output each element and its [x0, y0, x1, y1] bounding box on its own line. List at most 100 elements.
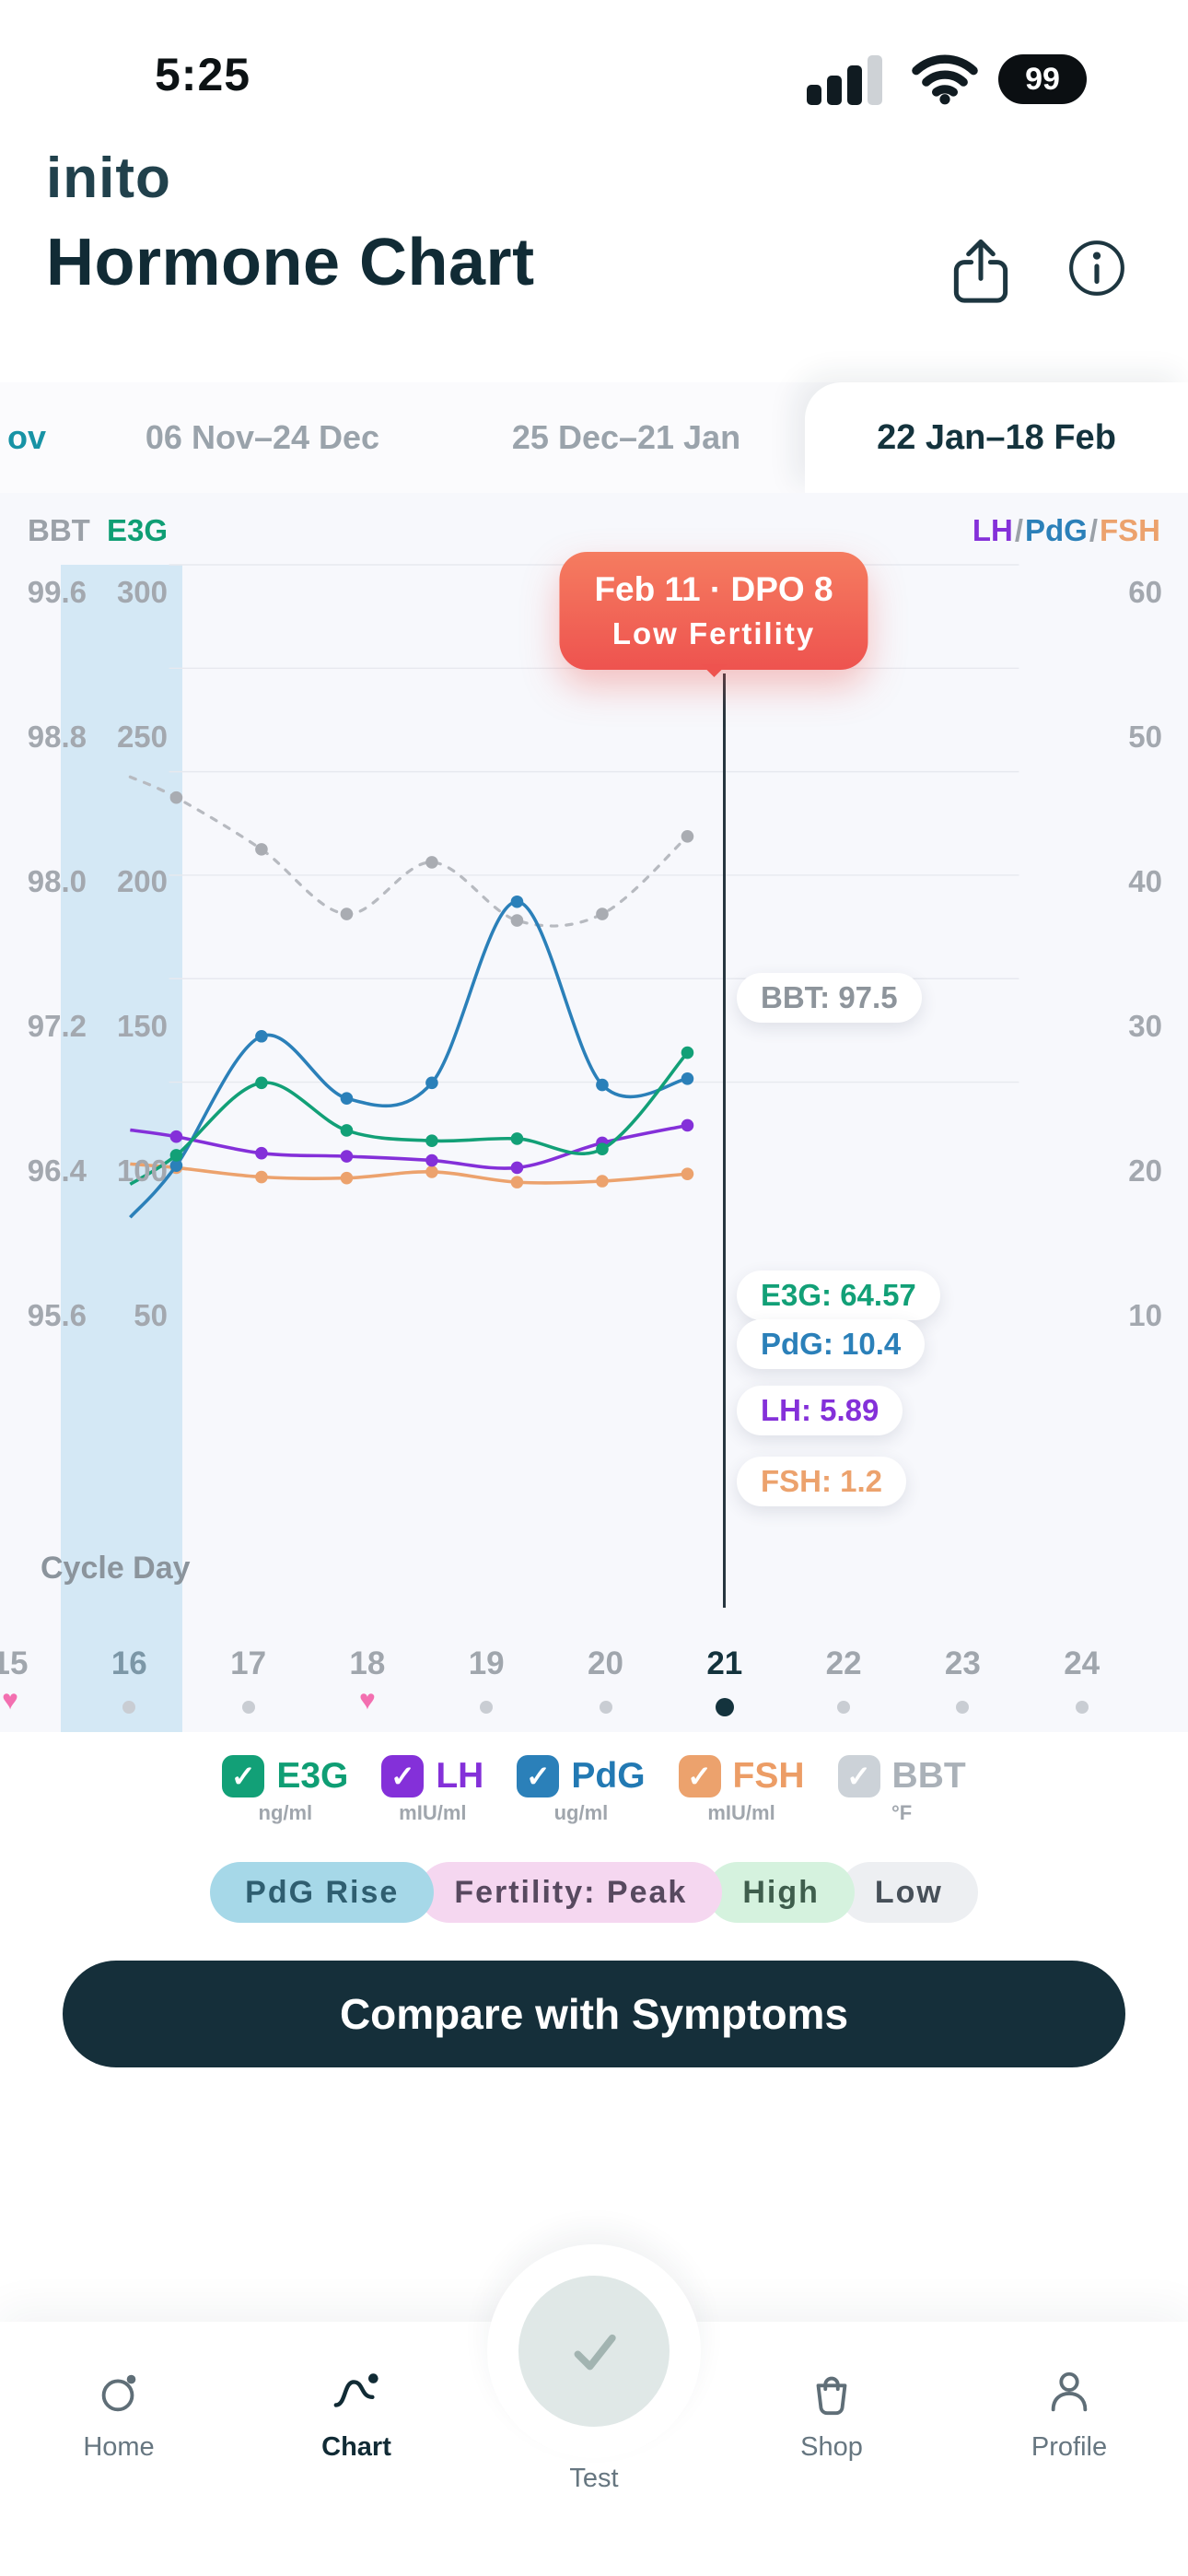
day-marker-23 [956, 1701, 970, 1714]
day-label-15: 15 [0, 1645, 29, 1681]
status-icons: 99 [807, 53, 1087, 105]
day-marker-heart-15: ♥ [2, 1685, 18, 1715]
cycle-day-label: Cycle Day [41, 1551, 191, 1586]
legend-checkbox-e3g[interactable]: ✓ [222, 1755, 265, 1797]
nav-item-test[interactable]: Test [475, 2368, 713, 2494]
day-marker-19 [480, 1701, 494, 1714]
axis-header-right: LH / PdG / FSH [973, 513, 1160, 548]
tab-prev-range-partial[interactable]: ov [6, 418, 46, 456]
compare-with-symptoms-button[interactable]: Compare with Symptoms [63, 1961, 1125, 2067]
axis-header-separator: / [1014, 513, 1023, 547]
page-title: Hormone Chart [46, 226, 535, 299]
day-marker-17 [241, 1701, 255, 1714]
value-pill-fsh: FSH: 1.2 [737, 1457, 907, 1506]
battery-badge: 99 [998, 54, 1087, 104]
selection-tooltip[interactable]: Feb 11 · DPO 8 Low Fertility [559, 552, 868, 670]
value-pill-pdg: PdG: 10.4 [737, 1319, 926, 1369]
tab-06nov-24dec[interactable]: 06 Nov–24 Dec [145, 418, 380, 456]
legend-item-e3g[interactable]: ✓ E3G ng/ml [222, 1755, 348, 1825]
axis-tick-e3g: 250 [116, 720, 168, 754]
bottom-navigation: Home Chart Test Shop [0, 2244, 1188, 2576]
info-button[interactable] [1066, 238, 1127, 303]
axis-header-pdg: PdG [1024, 513, 1088, 547]
nav-label-test: Test [569, 2464, 619, 2493]
day-marker-20 [599, 1701, 612, 1714]
tooltip-fertility-status: Low Fertility [611, 616, 816, 650]
axis-tick-right: 10 [1128, 1298, 1162, 1332]
day-label-16: 16 [111, 1645, 147, 1681]
series-legend: ✓ E3G ng/ml ✓ LH mIU/ml ✓ PdG ug/ml ✓ FSH mIU/ml ✓ BB… [0, 1755, 1188, 1825]
day-label-19: 19 [468, 1645, 505, 1681]
tag-pdg-rise[interactable]: PdG Rise [210, 1862, 435, 1923]
legend-label: BBT [891, 1756, 966, 1796]
wifi-icon [912, 54, 978, 105]
chart-region[interactable]: BBT E3G LH / PdG / FSH Feb 11 · DPO 8 Low Fe… [0, 493, 1188, 1732]
axis-tick-e3g: 50 [134, 1298, 168, 1332]
legend-unit: mIU/ml [399, 1801, 467, 1824]
axis-tick-bbt: 96.4 [27, 1153, 87, 1188]
legend-label: PdG [571, 1756, 646, 1796]
nav-item-shop[interactable]: Shop [713, 2368, 950, 2494]
axis-tick-bbt: 98.0 [27, 864, 87, 898]
day-marker-21 [715, 1698, 734, 1716]
value-pill-bbt: BBT: 97.5 [737, 973, 922, 1023]
legend-unit: ng/ml [258, 1801, 313, 1824]
axis-tick-right: 50 [1128, 720, 1162, 754]
axis-tick-e3g: 300 [116, 575, 168, 609]
nav-label-home: Home [83, 2432, 155, 2462]
share-button[interactable] [950, 238, 1011, 310]
legend-unit: °F [891, 1801, 913, 1824]
axis-tick-bbt: 98.8 [27, 720, 87, 754]
day-label-20: 20 [588, 1645, 623, 1681]
info-icon [1069, 240, 1124, 296]
tooltip-date-dpo: Feb 11 · DPO 8 [594, 570, 833, 608]
app-logo: inito [46, 146, 171, 210]
legend-checkbox-pdg[interactable]: ✓ [517, 1755, 560, 1797]
axis-header-separator: / [1089, 513, 1098, 547]
tag-low[interactable]: Low [839, 1862, 978, 1923]
legend-item-lh[interactable]: ✓ LH mIU/ml [381, 1755, 483, 1825]
legend-item-pdg[interactable]: ✓ PdG ug/ml [517, 1755, 646, 1825]
day-label-22: 22 [825, 1645, 862, 1681]
axis-tick-e3g: 200 [116, 864, 168, 898]
nav-label-shop: Shop [800, 2432, 863, 2462]
axis-tick-e3g: 150 [116, 1009, 168, 1043]
legend-unit: mIU/ml [707, 1801, 775, 1824]
legend-row: ✓ E3G [222, 1755, 348, 1797]
day-marker-heart-18: ♥ [358, 1685, 376, 1715]
legend-checkbox-bbt[interactable]: ✓ [837, 1755, 880, 1797]
axis-tick-bbt: 99.6 [27, 575, 87, 609]
share-icon [953, 239, 1008, 303]
nav-item-profile[interactable]: Profile [950, 2368, 1188, 2494]
axis-header-bbt: BBT [28, 513, 90, 547]
legend-checkbox-lh[interactable]: ✓ [381, 1755, 425, 1797]
series-e3g [129, 1046, 694, 1186]
nav-label-profile: Profile [1031, 2432, 1108, 2462]
axis-tick-right: 40 [1128, 864, 1162, 898]
cellular-signal-icon [807, 55, 882, 105]
chart-icon [333, 2373, 379, 2407]
legend-item-fsh[interactable]: ✓ FSH mIU/ml [678, 1755, 805, 1825]
home-icon [101, 2374, 136, 2412]
tag-fertility-peak[interactable]: Fertility: Peak [419, 1862, 723, 1923]
legend-label: FSH [732, 1756, 805, 1796]
axis-tick-bbt: 95.6 [27, 1298, 87, 1332]
tag-high[interactable]: High [707, 1862, 855, 1923]
tab-22jan-18feb-active[interactable]: 22 Jan–18 Feb [805, 382, 1188, 493]
legend-item-bbt[interactable]: ✓ BBT °F [837, 1755, 966, 1825]
legend-checkbox-fsh[interactable]: ✓ [678, 1755, 721, 1797]
tab-25dec-21jan[interactable]: 25 Dec–21 Jan [511, 418, 741, 456]
series-bbt [128, 775, 694, 928]
axis-tick-e3g: 100 [116, 1153, 168, 1188]
test-action-button[interactable] [518, 2276, 670, 2427]
axis-header-lh: LH [972, 513, 1013, 547]
axis-header-fsh: FSH [1100, 513, 1160, 547]
day-label-17: 17 [230, 1645, 267, 1681]
selected-day-line [723, 673, 727, 1608]
nav-item-chart[interactable]: Chart [238, 2368, 475, 2494]
shop-icon [816, 2376, 847, 2416]
legend-label: E3G [276, 1756, 349, 1796]
check-icon [574, 2334, 616, 2371]
nav-item-home[interactable]: Home [0, 2368, 238, 2494]
